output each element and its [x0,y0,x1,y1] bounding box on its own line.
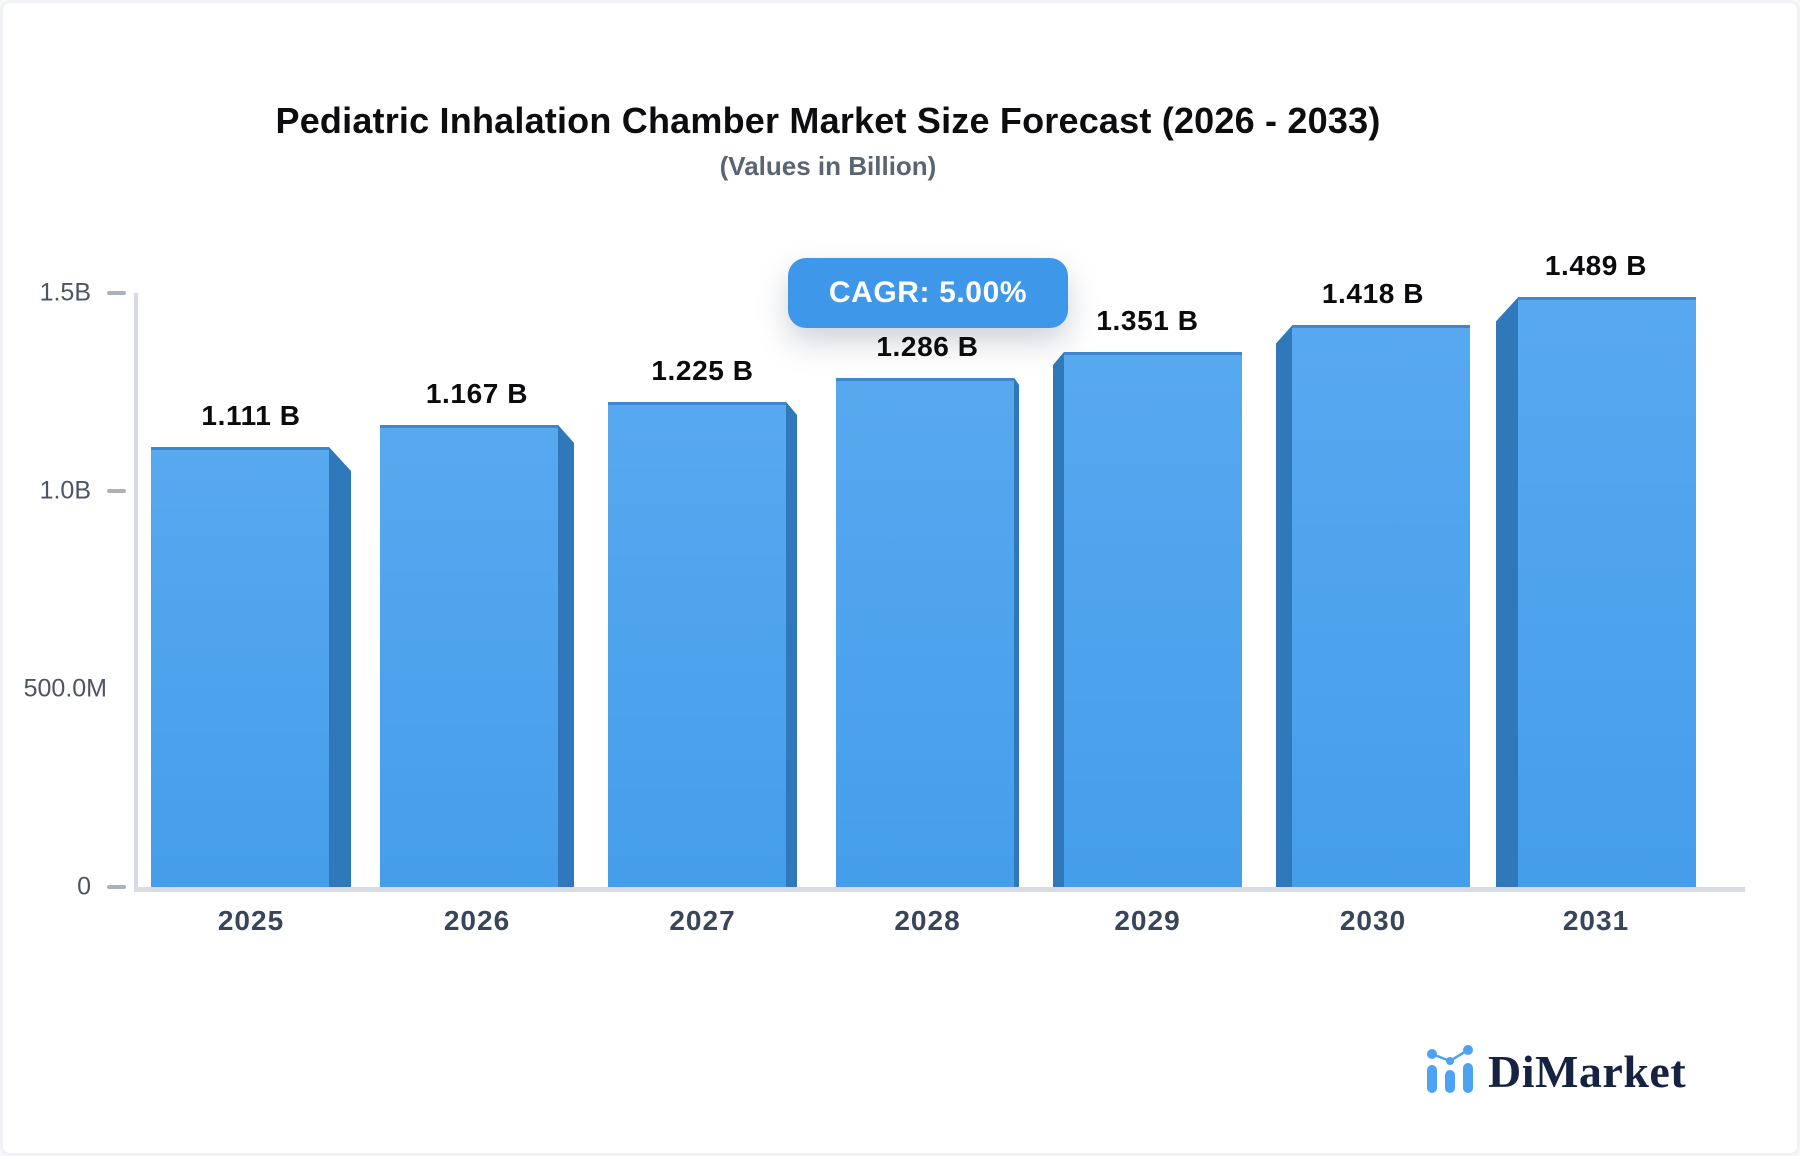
x-axis-category-label: 2029 [1114,905,1181,936]
brand-logo: DiMarket [1424,1043,1686,1100]
bar-value-label: 1.225 B [651,354,754,386]
bar [380,424,558,887]
y-tick-mark [107,489,126,493]
x-axis-category-label: 2026 [443,905,511,936]
cagr-badge: CAGR: 5.00% [788,258,1068,328]
bar-value-label: 1.111 B [201,400,301,432]
bar-3d-side [786,401,797,887]
bar [1518,297,1696,887]
x-axis-category-label: 2027 [669,905,736,936]
y-tick-label: 1.5B [39,278,91,307]
bar [1064,352,1242,887]
x-axis-line [134,887,1745,892]
bar-3d-side [1276,325,1292,887]
bar-3d-side [1014,377,1019,887]
y-tick-mark [107,885,126,889]
bar-value-label: 1.167 B [425,377,529,409]
bar [836,377,1014,887]
brand-logo-text: DiMarket [1488,1046,1687,1097]
x-axis-category-label: 2025 [217,905,285,936]
bar-value-label: 1.489 B [1544,250,1648,282]
bar [1292,325,1470,887]
bar-3d-side [1053,352,1064,887]
bar-value-label: 1.351 B [1096,305,1199,336]
bar [608,401,786,887]
bar-3d-side [558,424,574,887]
bar-3d-side [1496,297,1518,887]
bar-3d-side [329,447,351,887]
chart-subtitle: (Values in Billion) [719,151,937,181]
x-axis-category-label: 2028 [894,905,961,936]
bar [151,447,329,887]
mini-bar-chart-icon [1424,1043,1476,1100]
cagr-badge-label: CAGR: 5.00% [828,276,1028,309]
bar-value-label: 1.418 B [1321,278,1425,310]
y-tick-label: 0 [77,872,91,901]
y-tick-label: 500.0M [23,674,107,703]
x-axis-category-label: 2030 [1339,905,1407,936]
chart-title: Pediatric Inhalation Chamber Market Size… [275,100,1381,141]
y-tick-mark [107,291,126,295]
y-axis-line [134,293,138,889]
y-tick-label: 1.0B [39,476,91,505]
bar-value-label: 1.286 B [876,330,979,362]
x-axis-category-label: 2031 [1562,905,1630,936]
